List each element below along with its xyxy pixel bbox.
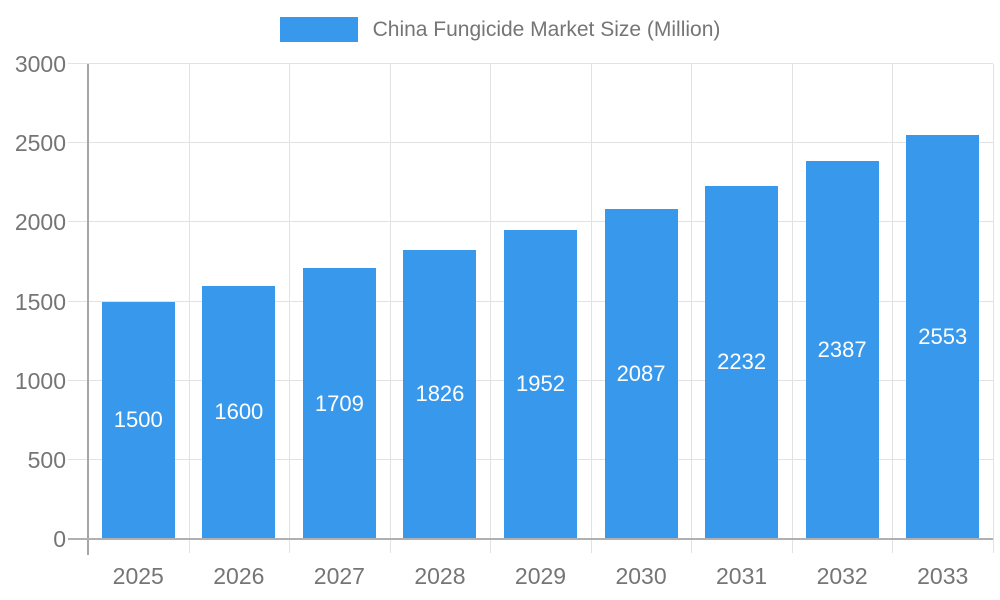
bar-value-label-2030: 2087 [616,360,666,386]
bar-2028[interactable]: 1826 [403,249,477,539]
y-tick-label-0: 0 [53,526,66,552]
x-tick-label-2026: 2026 [213,563,265,589]
y-tick-label-1000: 1000 [14,367,66,394]
gridline-x-boundary-9 [993,64,994,553]
bar-value-label-2025: 1500 [113,407,163,433]
y-tick-label-500: 500 [27,446,66,473]
x-tick-label-2033: 2033 [917,563,969,589]
bar-value-label-2028: 1826 [415,381,465,407]
y-axis-line [87,64,89,555]
bar-value-label-2027: 1709 [314,390,364,416]
bar-value-label-2031: 2232 [717,349,767,375]
x-tick-label-2029: 2029 [514,563,567,589]
gridline-x-boundary-2 [289,64,291,553]
bar-2032[interactable]: 2387 [805,161,879,539]
bar-value-label-2033: 2553 [918,323,968,349]
x-tick-label-2030: 2030 [615,563,667,589]
gridline-x-boundary-4 [490,64,492,553]
bar-2031[interactable]: 2232 [705,185,779,539]
bar-2030[interactable]: 2087 [604,208,678,539]
gridline-x-boundary-6 [691,64,693,553]
plot-area: 1500 1600 1709 1826 1952 2087 2232 2387 2553 [68,63,994,555]
x-tick-label-2032: 2032 [816,563,868,589]
bar-2025[interactable]: 1500 [101,301,175,539]
gridline-x-boundary-1 [188,64,190,553]
gridline-y-3000 [68,63,993,64]
y-tick-label-1500: 1500 [14,288,66,315]
x-tick-label-2028: 2028 [414,563,466,589]
gridline-x-boundary-3 [389,64,391,553]
legend[interactable]: China Fungicide Market Size (Million) [0,17,1000,42]
bar-2026[interactable]: 1600 [202,285,276,539]
y-tick-label-2000: 2000 [14,209,66,236]
gridline-x-boundary-8 [892,64,894,553]
gridline-x-boundary-5 [590,64,592,553]
x-tick-label-2031: 2031 [716,563,768,589]
bar-value-label-2032: 2387 [817,337,867,363]
y-tick-label-3000: 3000 [14,51,66,77]
gridline-x-boundary-7 [791,64,793,553]
bar-2027[interactable]: 1709 [302,268,376,539]
bar-value-label-2026: 1600 [214,399,264,425]
gridline-y-2000 [68,221,993,223]
bar-2029[interactable]: 1952 [504,229,577,539]
legend-label: China Fungicide Market Size (Million) [372,17,721,41]
x-axis-line [68,538,993,540]
legend-swatch [279,17,358,42]
bar-value-label-2029: 1952 [516,371,565,397]
y-tick-label-2500: 2500 [14,130,66,157]
x-tick-label-2027: 2027 [313,563,365,589]
x-tick-label-2025: 2025 [112,563,164,589]
gridline-y-2500 [68,142,993,144]
bar-2033[interactable]: 2553 [906,134,980,539]
